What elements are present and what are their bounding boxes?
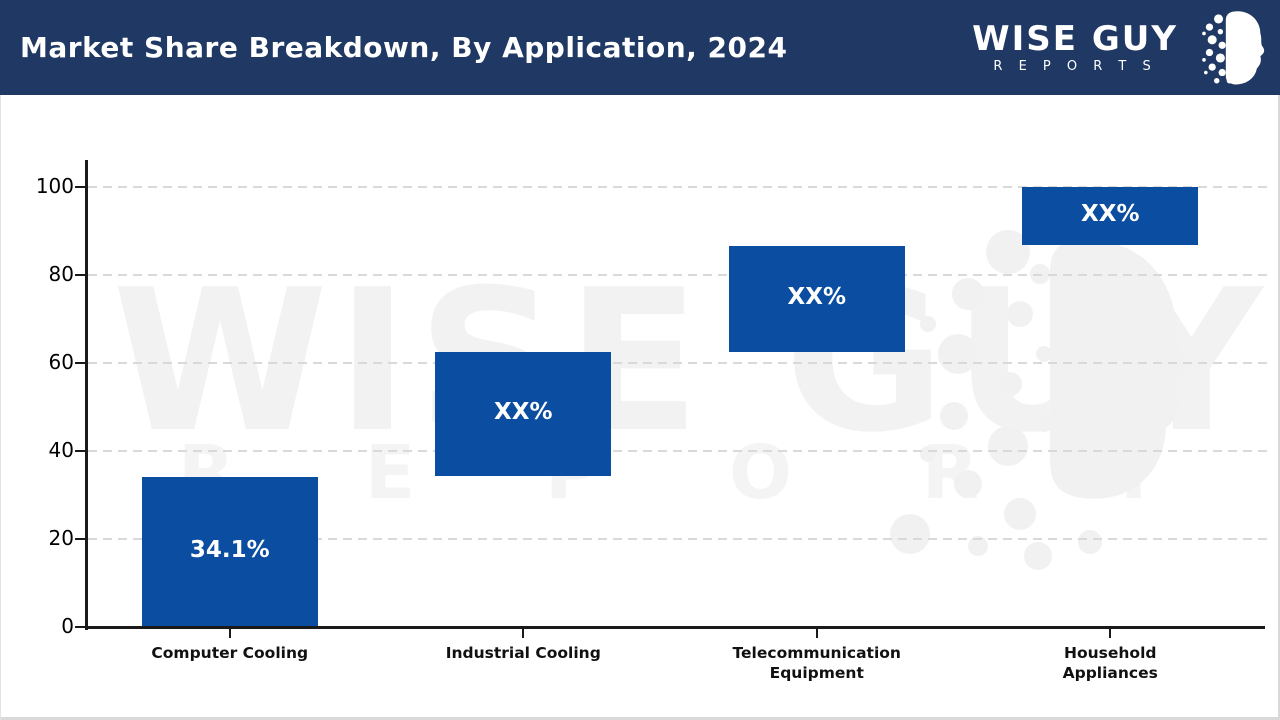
gridline-60 xyxy=(88,362,1270,364)
bar-value-label: 34.1% xyxy=(189,536,270,563)
logo-text: WISE GUY R E P O R T S xyxy=(972,21,1178,75)
chart-plot-area: 34.1% XX% XX% XX% 0 20 40 60 80 100 Computer Cooli… xyxy=(0,95,1280,720)
wise-guy-reports-logo: WISE GUY R E P O R T S xyxy=(972,6,1266,90)
watermark-head-icon xyxy=(890,230,1185,570)
bar-household-appliances xyxy=(1022,187,1199,246)
logo-subtitle: R E P O R T S xyxy=(993,59,1157,74)
bar-computer-cooling xyxy=(141,476,318,627)
y-tick-label-100: 100 xyxy=(35,174,74,198)
y-tick-80 xyxy=(75,274,85,276)
y-tick-0 xyxy=(75,626,85,628)
chart-title: Market Share Breakdown, By Application, … xyxy=(20,31,788,64)
x-tick-3 xyxy=(1109,629,1112,638)
y-tick-60 xyxy=(75,362,85,364)
y-axis-line xyxy=(85,160,88,630)
bar-telecommunication-equipment xyxy=(728,245,905,352)
gridline-100 xyxy=(88,186,1270,188)
category-label-1: Industrial Cooling xyxy=(393,643,653,663)
y-tick-label-40: 40 xyxy=(48,438,74,462)
header-bar: Market Share Breakdown, By Application, … xyxy=(0,0,1280,95)
y-tick-label-20: 20 xyxy=(48,526,74,550)
category-label-line: Appliances xyxy=(1062,664,1158,682)
category-label-line: Household xyxy=(1064,644,1157,662)
category-label-line: Telecommunication xyxy=(732,644,901,662)
gridline-80 xyxy=(88,274,1270,276)
bottom-border xyxy=(0,717,1280,720)
x-tick-1 xyxy=(522,629,525,638)
category-label-line: Industrial Cooling xyxy=(445,644,601,662)
logo-head-icon xyxy=(1202,11,1265,85)
y-tick-label-80: 80 xyxy=(48,262,74,286)
category-label-line: Equipment xyxy=(769,664,864,682)
gridline-40 xyxy=(88,450,1270,452)
x-tick-0 xyxy=(228,629,231,638)
logo-name: WISE GUY xyxy=(972,19,1178,59)
y-tick-label-0: 0 xyxy=(61,614,74,638)
y-tick-20 xyxy=(75,538,85,540)
gridline-20 xyxy=(88,538,1270,540)
y-tick-40 xyxy=(75,450,85,452)
x-tick-2 xyxy=(815,629,818,638)
bar-industrial-cooling xyxy=(435,352,612,477)
category-label-3: Household Appliances xyxy=(980,643,1240,683)
y-tick-100 xyxy=(75,186,85,188)
bar-value-label: XX% xyxy=(787,283,846,310)
bar-value-label: XX% xyxy=(1080,201,1140,228)
y-tick-label-60: 60 xyxy=(48,350,74,374)
right-border xyxy=(1278,95,1280,720)
category-label-line: Computer Cooling xyxy=(151,644,309,662)
category-label-2: Telecommunication Equipment xyxy=(687,643,947,683)
left-border xyxy=(0,95,1,720)
bar-value-label: XX% xyxy=(493,399,553,426)
category-label-0: Computer Cooling xyxy=(100,643,360,663)
x-axis-line xyxy=(85,626,1265,629)
